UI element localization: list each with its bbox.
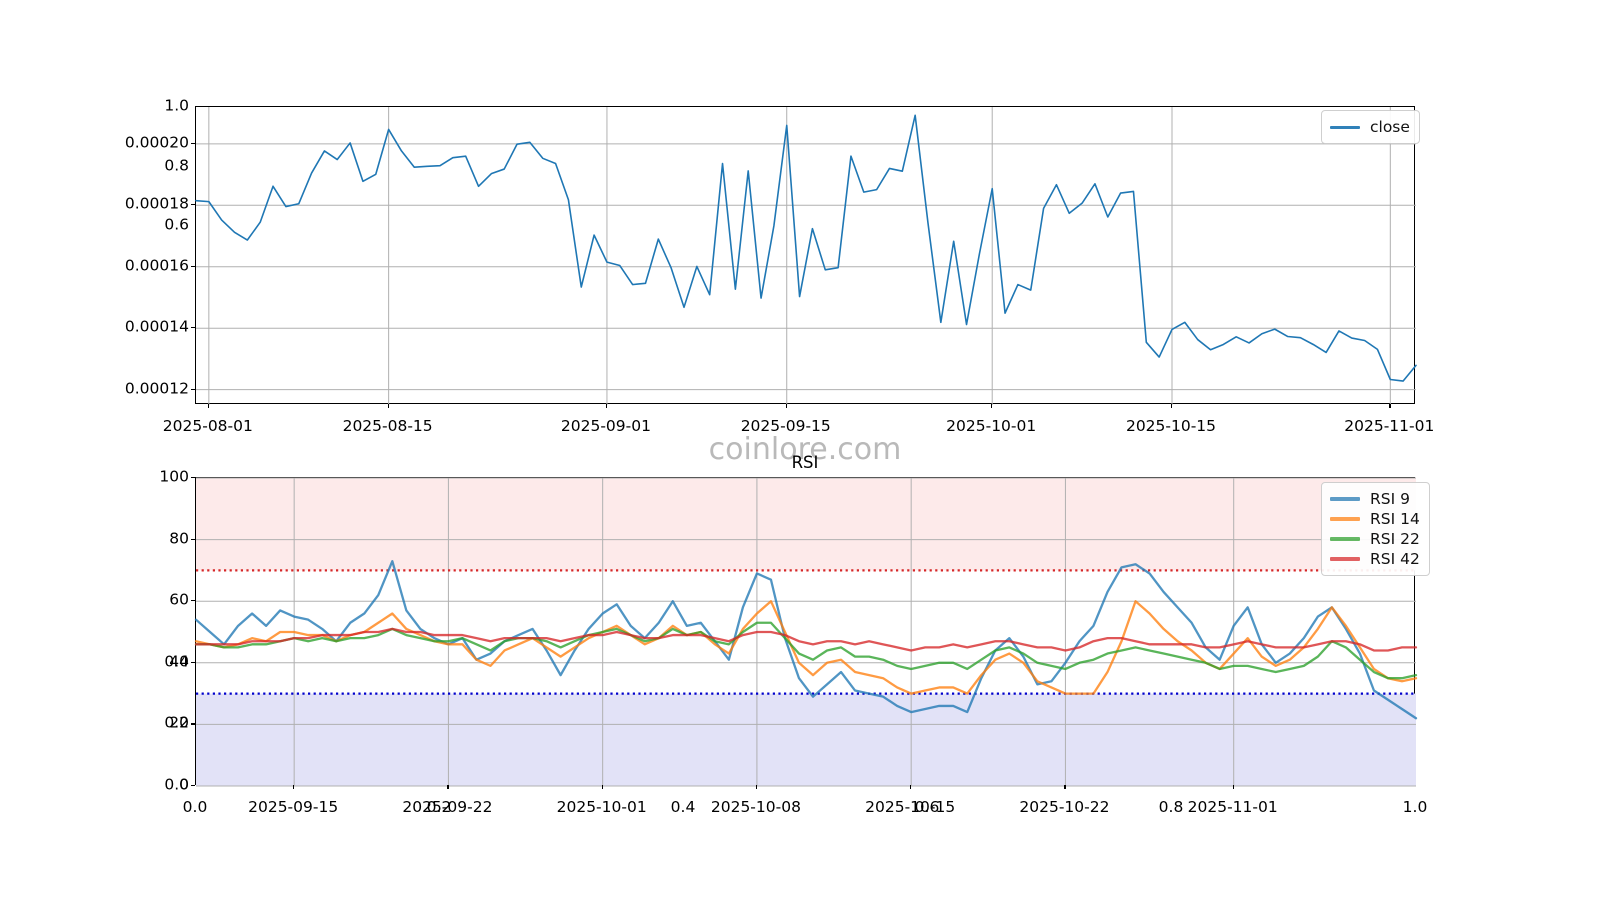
rsi-ytick-100: 100 xyxy=(159,467,189,486)
rsi-ytick-80: 80 xyxy=(169,528,189,547)
rsi-overlay-xtick-1.0: 1.0 xyxy=(1402,798,1428,816)
price-svg xyxy=(195,107,1417,405)
axis-tick-mark xyxy=(447,785,449,789)
axis-tick-mark xyxy=(191,723,195,725)
rsi-overlay-xtick-0.6: 0.6 xyxy=(914,798,940,816)
axis-tick-mark xyxy=(191,538,195,540)
legend-item[interactable]: RSI 22 xyxy=(1330,529,1420,549)
rsi-ytick-60: 60 xyxy=(169,590,189,609)
legend-item[interactable]: RSI 14 xyxy=(1330,509,1420,529)
rsi-line-rsi-14 xyxy=(194,600,1418,695)
price-xtick-2025-08-01: 2025-08-01 xyxy=(162,417,253,435)
rsi-overlay-xtick-0.0: 0.0 xyxy=(182,798,208,816)
rsi-legend[interactable]: RSI 9 RSI 14 RSI 22 RSI 42 xyxy=(1321,482,1430,576)
rsi-xtick-2025-10-15: 2025-10-15 xyxy=(865,798,956,816)
price-xtick-2025-09-15: 2025-09-15 xyxy=(740,417,831,435)
axis-tick-mark xyxy=(191,142,195,145)
price-ytick-0.00012: 0.00012 xyxy=(124,378,189,397)
rsi-ytick-40: 40 xyxy=(169,652,189,671)
axis-tick-mark xyxy=(1171,404,1173,408)
price-close-line xyxy=(195,114,1417,382)
legend-label: close xyxy=(1370,118,1410,136)
rsi-ytick-20: 20 xyxy=(169,713,189,732)
axis-tick-mark xyxy=(387,404,389,408)
rsi-overlay-xtick-0.2: 0.2 xyxy=(426,798,452,816)
axis-tick-mark xyxy=(1064,785,1066,789)
rsi-chart-title: RSI xyxy=(791,453,819,472)
price-overlay-ytick-0.8: 0.8 xyxy=(164,155,189,174)
price-plot-area xyxy=(195,106,1417,405)
legend-item[interactable]: RSI 9 xyxy=(1330,489,1420,509)
price-ytick-0.00018: 0.00018 xyxy=(124,194,189,213)
axis-tick-mark xyxy=(293,785,295,789)
legend-label: RSI 14 xyxy=(1370,510,1420,528)
axis-tick-mark xyxy=(191,600,195,602)
price-overlay-ytick-0.6: 0.6 xyxy=(164,215,189,234)
price-xtick-2025-11-01: 2025-11-01 xyxy=(1344,417,1435,435)
legend-swatch-icon xyxy=(1330,537,1360,541)
legend-label: RSI 9 xyxy=(1370,490,1410,508)
axis-tick-mark xyxy=(191,265,195,267)
axis-tick-mark xyxy=(191,327,195,329)
axis-tick-mark xyxy=(1389,404,1391,408)
price-ytick-0.00016: 0.00016 xyxy=(124,256,189,274)
rsi-svg xyxy=(194,477,1418,787)
price-legend[interactable]: close xyxy=(1321,110,1420,144)
legend-item[interactable]: close xyxy=(1330,117,1410,137)
axis-tick-mark xyxy=(605,404,608,408)
legend-swatch-icon xyxy=(1330,125,1360,129)
axis-tick-mark xyxy=(785,404,787,408)
rsi-line-rsi-22 xyxy=(194,621,1418,680)
rsi-xtick-2025-11-01: 2025-11-01 xyxy=(1187,798,1278,816)
rsi-band xyxy=(196,478,1416,571)
legend-swatch-icon xyxy=(1330,517,1360,521)
price-xtick-2025-10-15: 2025-10-15 xyxy=(1125,417,1217,435)
legend-label: RSI 42 xyxy=(1370,550,1420,568)
legend-swatch-icon xyxy=(1330,557,1360,561)
price-ytick-0.00020: 0.00020 xyxy=(124,133,189,152)
legend-label: RSI 22 xyxy=(1370,530,1420,548)
rsi-xtick-2025-10-08: 2025-10-08 xyxy=(710,798,801,816)
rsi-xtick-2025-09-15: 2025-09-15 xyxy=(248,798,339,816)
rsi-xtick-2025-09-22: 2025-09-22 xyxy=(402,798,493,816)
price-xtick-2025-10-01: 2025-10-01 xyxy=(946,417,1037,435)
rsi-overlay-ytick-0.2: 0.2 xyxy=(164,713,189,732)
price-overlay-ytick-1.0: 1.0 xyxy=(164,96,189,115)
axis-tick-mark xyxy=(1232,785,1234,789)
price-ytick-0.00014: 0.00014 xyxy=(124,317,189,336)
rsi-ytick-0: 0 xyxy=(179,775,189,794)
axis-tick-mark xyxy=(191,661,195,663)
axis-tick-mark xyxy=(191,388,195,390)
rsi-overlay-ytick-0.4: 0.4 xyxy=(164,652,189,671)
axis-tick-mark xyxy=(207,404,210,408)
axis-tick-mark xyxy=(991,404,993,408)
rsi-band xyxy=(196,693,1416,786)
axis-tick-mark xyxy=(191,477,195,479)
axis-tick-mark xyxy=(191,204,195,206)
axis-tick-mark xyxy=(910,785,912,789)
rsi-xtick-2025-10-01: 2025-10-01 xyxy=(556,798,647,816)
rsi-overlay-xtick-0.8: 0.8 xyxy=(1158,798,1184,816)
price-xtick-2025-09-01: 2025-09-01 xyxy=(560,417,651,435)
legend-item[interactable]: RSI 42 xyxy=(1330,549,1420,569)
watermark: coinlore.com xyxy=(708,432,902,467)
legend-swatch-icon xyxy=(1330,497,1360,501)
rsi-overlay-xtick-0.4: 0.4 xyxy=(670,798,696,816)
axis-tick-mark xyxy=(601,785,603,789)
rsi-line-rsi-9 xyxy=(194,560,1418,720)
rsi-plot-area xyxy=(194,477,1418,787)
price-xtick-2025-08-15: 2025-08-15 xyxy=(342,417,433,435)
rsi-xtick-2025-10-22: 2025-10-22 xyxy=(1019,798,1110,816)
rsi-line-rsi-42 xyxy=(194,627,1418,652)
axis-tick-mark xyxy=(755,785,758,789)
axis-tick-mark xyxy=(191,785,195,787)
rsi-overlay-ytick-0.0: 0.0 xyxy=(164,775,189,794)
